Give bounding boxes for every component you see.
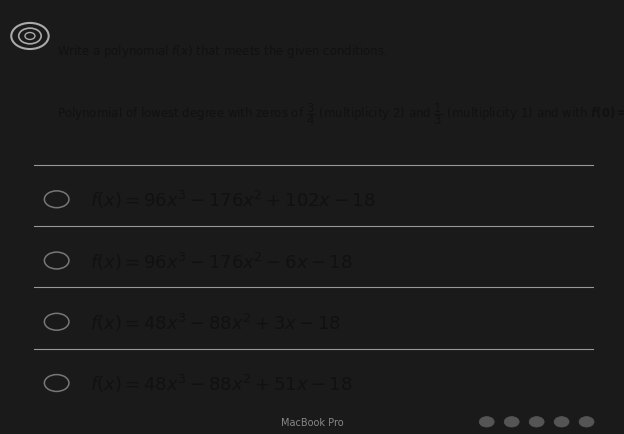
Circle shape [504, 417, 519, 427]
Text: $f(x) = 96x^3 - 176x^2 + 102x - 18$: $f(x) = 96x^3 - 176x^2 + 102x - 18$ [90, 189, 376, 211]
Text: MacBook Pro: MacBook Pro [281, 417, 343, 427]
Circle shape [529, 417, 544, 427]
Text: $f(x) = 48x^3 - 88x^2 + 51x - 18$: $f(x) = 48x^3 - 88x^2 + 51x - 18$ [90, 372, 353, 394]
Text: $f(x) = 48x^3 - 88x^2 + 3x - 18$: $f(x) = 48x^3 - 88x^2 + 3x - 18$ [90, 311, 341, 333]
Text: Polynomial of lowest degree with zeros of $\dfrac{3}{4}$ (multiplicity 2) and $\: Polynomial of lowest degree with zeros o… [57, 101, 624, 127]
Circle shape [479, 417, 494, 427]
Text: Write a polynomial $f(x)$ that meets the given conditions.: Write a polynomial $f(x)$ that meets the… [57, 43, 388, 60]
Circle shape [579, 417, 594, 427]
Text: $f(x) = 96x^3 - 176x^2 - 6x - 18$: $f(x) = 96x^3 - 176x^2 - 6x - 18$ [90, 250, 353, 272]
Circle shape [554, 417, 569, 427]
